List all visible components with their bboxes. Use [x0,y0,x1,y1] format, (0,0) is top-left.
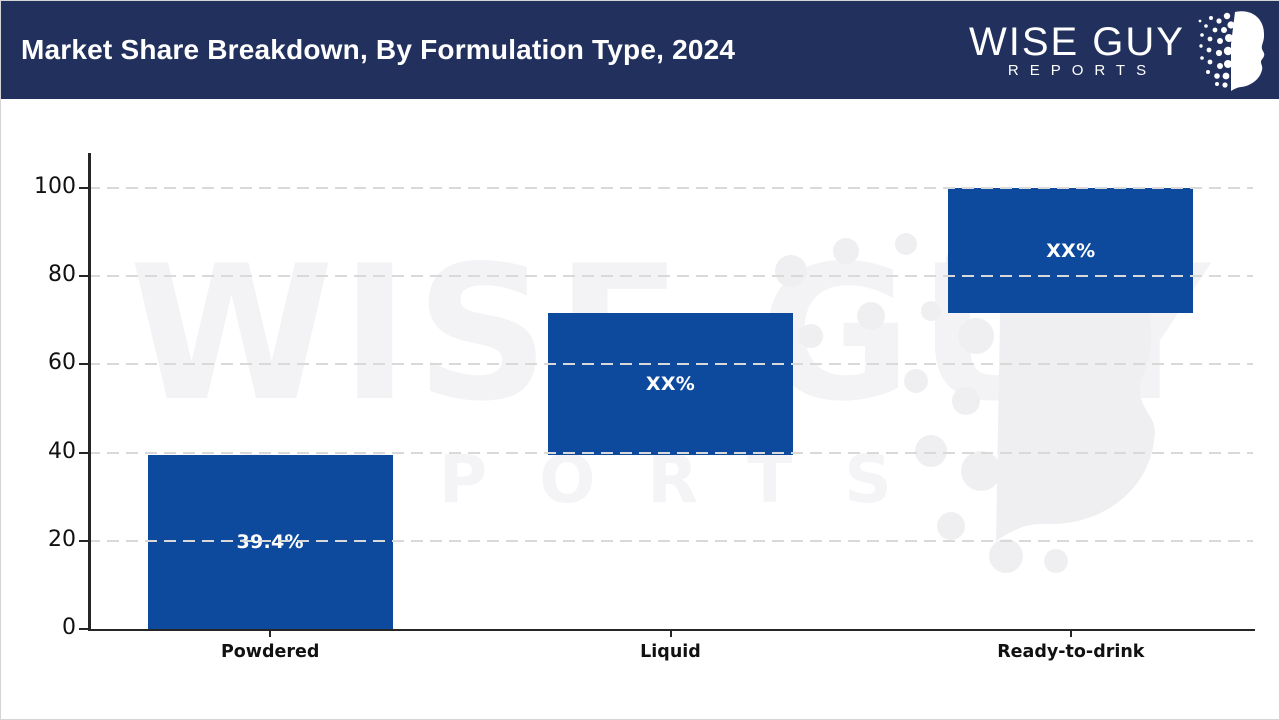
y-tick-label: 100 [34,174,76,199]
bar-liquid: XX% [548,313,793,456]
x-tick-mark [669,629,672,637]
x-tick-mark [269,629,272,637]
x-tick-mark [1069,629,1072,637]
logo-subtext: REPORTS [1007,62,1158,79]
logo-wordmark: WISE GUY [968,20,1185,64]
bar-value-label: XX% [645,373,696,396]
y-tick-mark [79,451,88,454]
wise-guy-reports-logo: WISE GUY REPORTS [969,7,1267,93]
x-axis-label-liquid: Liquid [640,642,701,662]
x-axis-line [88,628,1255,631]
bar-ready-to-drink: XX% [948,188,1194,314]
y-tick-mark [79,187,88,189]
header-band: Market Share Breakdown, By Formulation T… [1,1,1279,99]
bar-powdered: 39.4% [147,455,393,629]
y-axis-line [88,153,91,631]
gridline [88,187,1253,189]
y-tick-mark [79,275,88,278]
y-tick-label: 60 [48,350,76,376]
y-tick-label: 20 [48,526,76,552]
x-axis-label-powdered: Powdered [220,642,320,662]
y-tick-mark [79,628,88,630]
x-axis-label-ready-to-drink: Ready-to-drink [997,642,1145,662]
y-tick-mark [79,539,88,542]
gridline [88,275,1253,278]
gridline [88,451,1253,454]
gridline [88,539,1253,542]
plot-area: 0 20 40 60 80 100 39.4% Powdered XX% Liquid XX% Rea… [1,99,1279,719]
logo-text: WISE GUY REPORTS [969,20,1185,80]
y-tick-label: 0 [62,615,76,640]
page-title: Market Share Breakdown, By Formulation T… [21,34,736,65]
dot-face-logo-icon [1198,11,1265,92]
y-tick-mark [79,363,88,366]
y-tick-label: 40 [48,438,76,464]
gridline [88,363,1253,366]
y-tick-label: 80 [48,262,76,288]
bar-value-label: 39.4% [236,531,304,554]
bar-value-label: XX% [1046,239,1096,262]
